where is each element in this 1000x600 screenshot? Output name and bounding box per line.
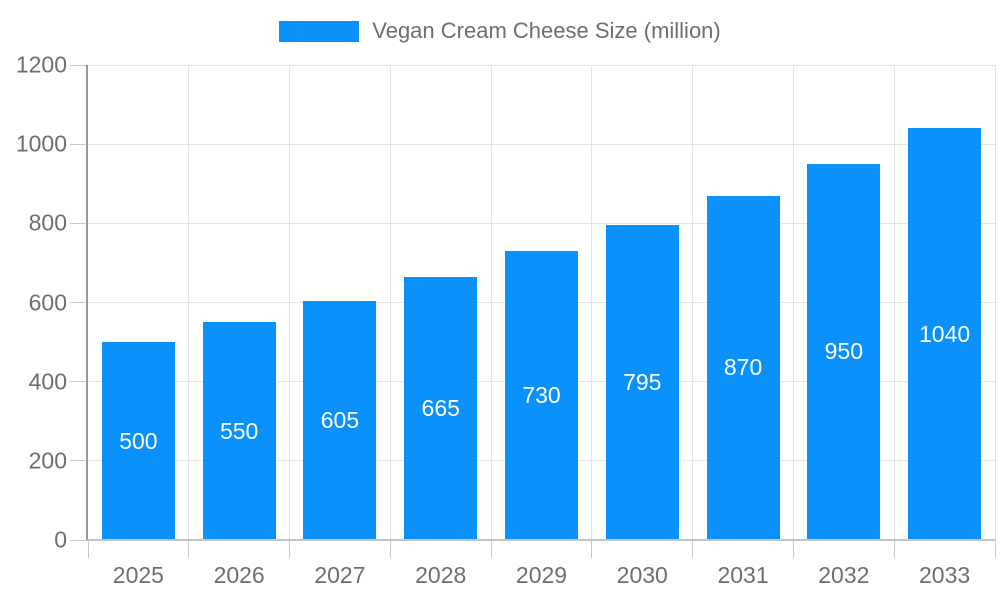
y-axis-label: 1000 [15, 130, 67, 157]
x-gridline [692, 65, 694, 540]
x-axis-label: 2030 [616, 562, 668, 588]
y-axis-label: 600 [28, 289, 67, 315]
x-axis-label: 2028 [415, 562, 467, 588]
bar[interactable]: 605 [303, 300, 377, 540]
x-tick-mark [893, 540, 895, 558]
bar-value-label: 665 [421, 394, 460, 421]
x-gridline [893, 65, 895, 540]
y-axis-label: 200 [28, 447, 67, 474]
x-tick-mark [792, 540, 794, 558]
bar-value-label: 550 [219, 417, 259, 444]
bar-value-label: 500 [119, 427, 158, 454]
bar-value-label: 605 [320, 406, 360, 433]
bar-value-label: 795 [623, 369, 662, 396]
bar[interactable]: 665 [404, 276, 478, 540]
y-axis-line [86, 65, 88, 540]
x-axis-label: 2027 [314, 562, 366, 588]
bar[interactable]: 1040 [908, 128, 982, 540]
y-gridline [88, 143, 995, 145]
bar[interactable]: 730 [505, 251, 578, 540]
y-tick-mark [70, 64, 88, 66]
x-gridline [792, 65, 794, 540]
bar[interactable]: 795 [605, 225, 679, 540]
y-tick-mark [70, 539, 88, 541]
y-tick-mark [70, 460, 88, 462]
y-axis-label: 0 [54, 526, 67, 553]
bar-value-label: 730 [522, 382, 561, 408]
y-tick-mark [70, 381, 88, 383]
y-axis-label: 800 [28, 209, 67, 236]
bar-value-label: 870 [723, 354, 763, 381]
x-axis-label: 2029 [515, 562, 568, 588]
x-gridline [389, 65, 391, 540]
bar[interactable]: 500 [101, 342, 175, 540]
x-gridline [490, 65, 492, 540]
y-tick-mark [70, 143, 88, 145]
x-tick-mark [490, 540, 492, 558]
x-axis-label: 2033 [919, 562, 971, 588]
legend-label: Vegan Cream Cheese Size (million) [372, 18, 721, 43]
legend-item[interactable]: Vegan Cream Cheese Size (million) [279, 19, 721, 43]
y-gridline [88, 64, 995, 66]
y-axis-label: 1200 [15, 51, 67, 78]
x-tick-mark [692, 540, 694, 558]
legend: Vegan Cream Cheese Size (million) [0, 19, 1000, 43]
x-axis-label: 2025 [112, 562, 164, 588]
x-tick-mark [289, 540, 291, 558]
x-tick-mark [87, 540, 89, 558]
x-tick-mark [389, 540, 391, 558]
bar-value-label: 950 [824, 338, 864, 365]
bar-value-label: 1040 [919, 320, 971, 347]
y-tick-mark [70, 302, 88, 303]
x-axis-label: 2032 [818, 562, 870, 588]
y-axis-label: 400 [28, 368, 67, 395]
bar[interactable]: 550 [202, 322, 276, 540]
x-axis-label: 2026 [213, 562, 265, 588]
x-axis-label: 2031 [717, 562, 769, 588]
x-gridline [994, 65, 996, 540]
x-tick-mark [994, 540, 996, 558]
bar[interactable]: 870 [706, 195, 780, 540]
x-tick-mark [591, 540, 593, 558]
x-axis-line [88, 539, 995, 541]
x-gridline [591, 65, 593, 540]
legend-swatch [279, 20, 360, 42]
y-gridline [88, 222, 995, 224]
x-gridline [188, 65, 190, 540]
x-gridline [289, 65, 291, 540]
y-tick-mark [70, 222, 88, 224]
bar[interactable]: 950 [807, 163, 881, 540]
x-tick-mark [188, 540, 190, 558]
